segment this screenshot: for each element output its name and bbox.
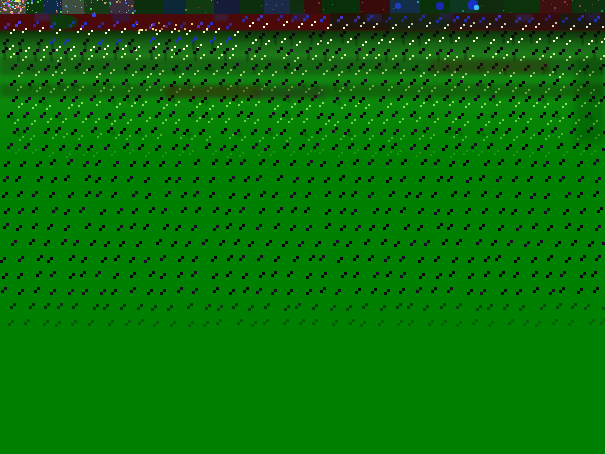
top-noise-strip xyxy=(0,0,605,17)
glitch-image xyxy=(0,0,605,454)
red-glitch-band xyxy=(34,13,605,32)
dark-smear-overlays xyxy=(165,20,605,99)
halftone-mark-pattern xyxy=(0,18,605,327)
